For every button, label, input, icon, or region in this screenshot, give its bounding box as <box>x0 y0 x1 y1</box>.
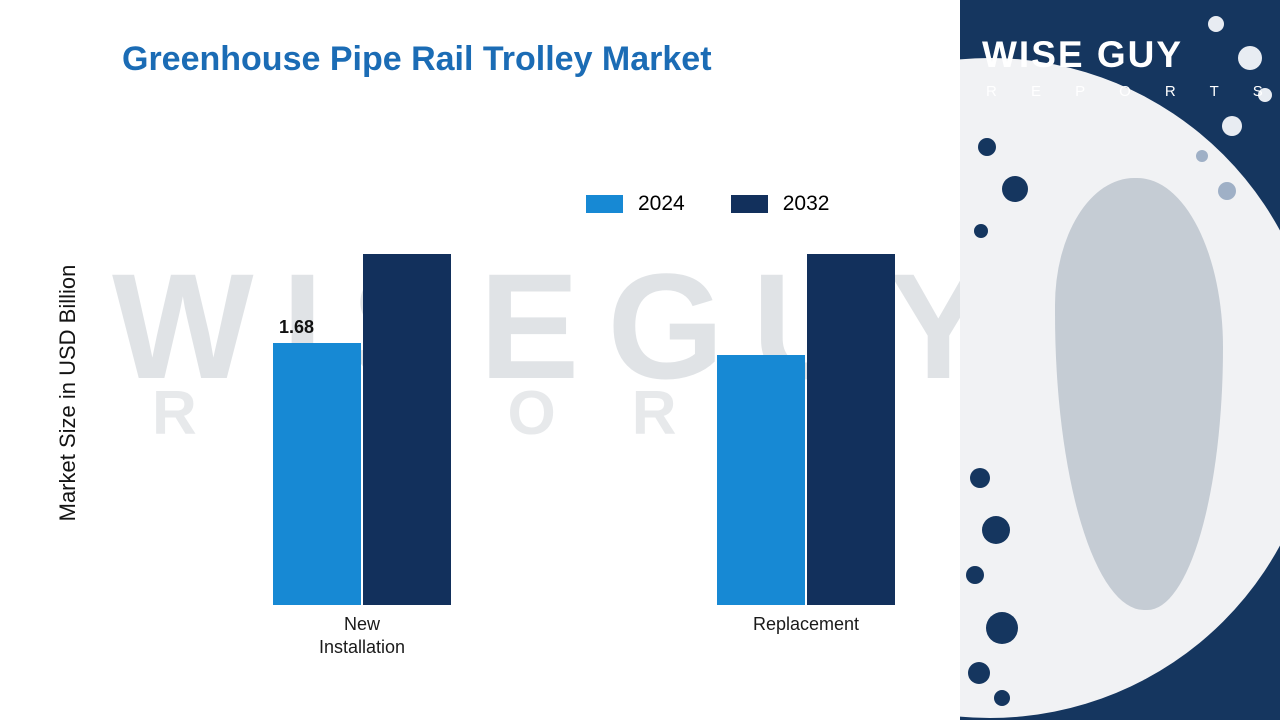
bar-group-new-installation: 1.68 <box>273 254 451 605</box>
logo-wordmark: WISE GUY <box>982 34 1184 75</box>
bar-2032-replacement <box>807 254 895 605</box>
legend-swatch-2024 <box>586 195 623 213</box>
page-title: Greenhouse Pipe Rail Trolley Market <box>122 40 712 78</box>
logo-subtitle: R E P O R T S <box>986 83 1278 100</box>
legend-swatch-2032 <box>730 195 768 213</box>
bar-2032-new-installation <box>363 254 451 605</box>
brand-panel: WISE GUY R E P O R T S <box>960 0 1280 720</box>
legend-label-2024: 2024 <box>638 192 685 215</box>
bar-2024-new-installation: 1.68 <box>273 317 361 605</box>
legend-label-2032: 2032 <box>782 192 830 215</box>
category-label-replacement: Replacement <box>752 614 860 634</box>
watermark-subtitle: REPORT <box>152 379 867 448</box>
legend-item-2024: 2024 <box>586 192 685 216</box>
y-axis-label: Market Size in USD Billion <box>55 264 80 522</box>
legend: 2024 2032 <box>586 192 829 216</box>
logo: WISE GUY R E P O R T S <box>982 34 1278 100</box>
legend-item-2032: 2032 <box>730 192 830 216</box>
bar-group-replacement <box>717 254 895 605</box>
bar-value-label: 1.68 <box>279 317 315 337</box>
category-label-new-installation: New Installation <box>318 614 406 658</box>
bar-2024-replacement <box>717 355 805 605</box>
